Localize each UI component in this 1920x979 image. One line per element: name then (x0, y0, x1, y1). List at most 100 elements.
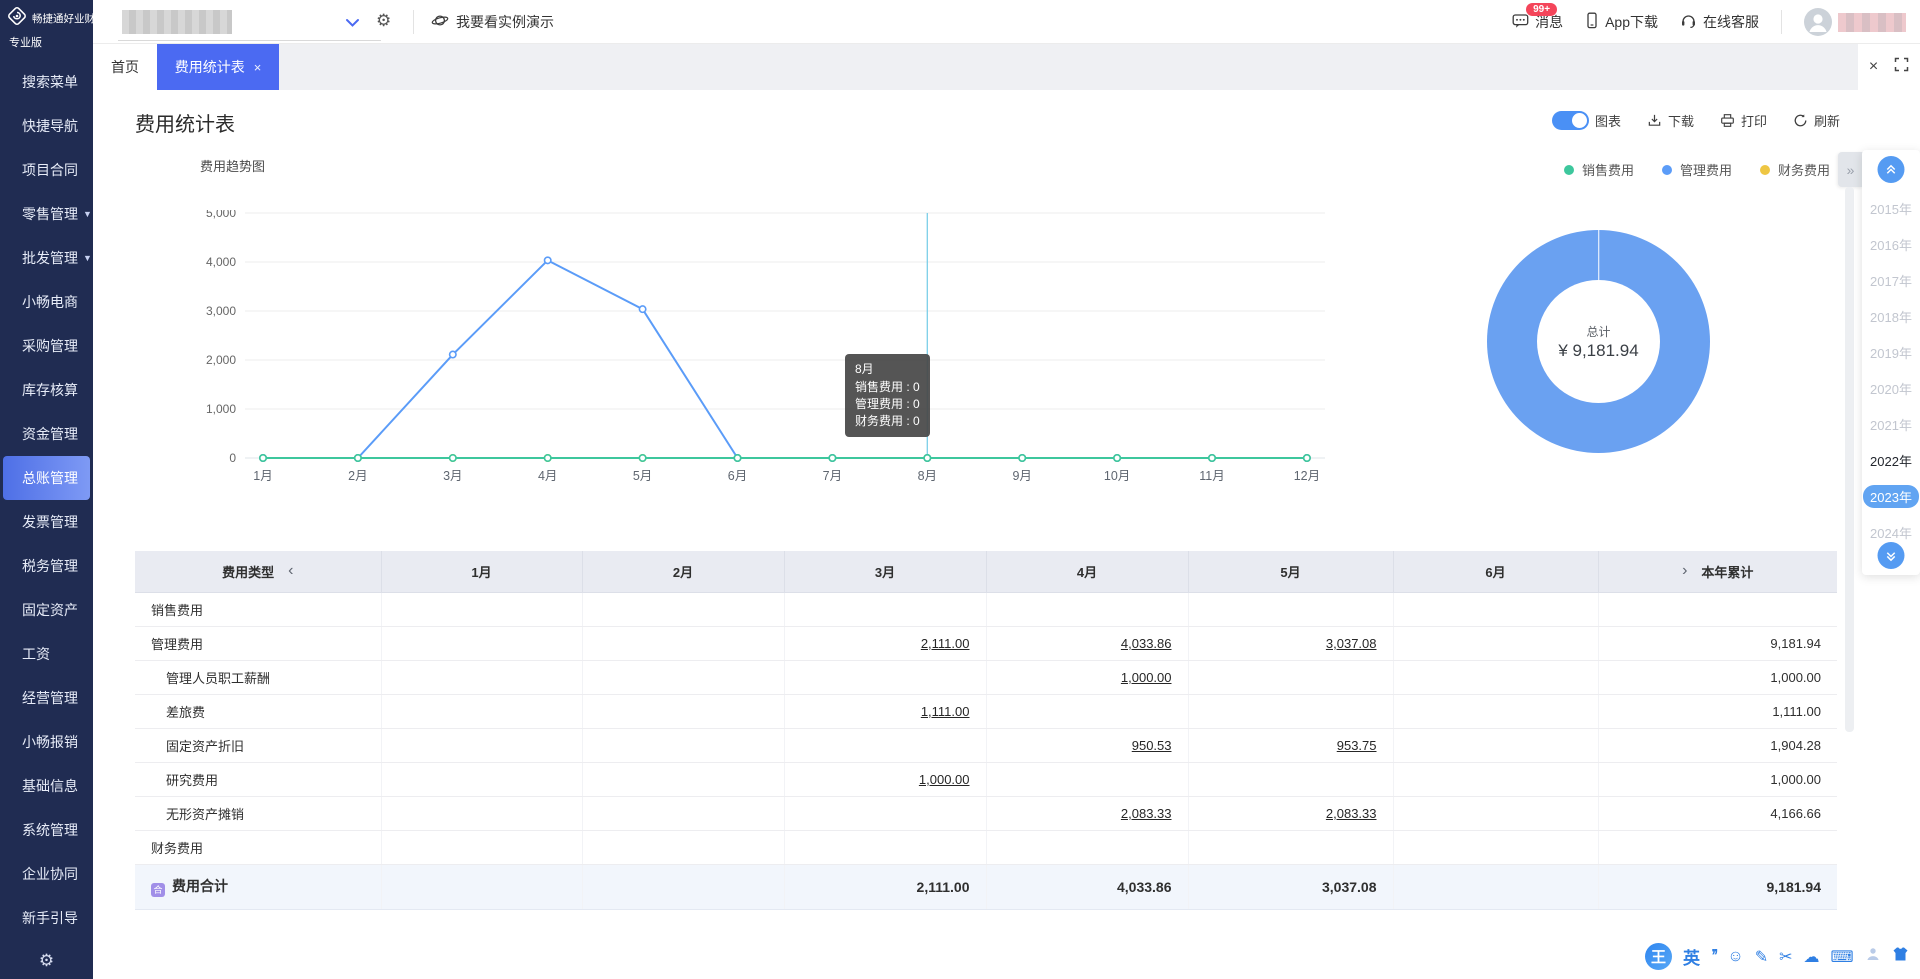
col-expense-type: 费用类型 ‹ (135, 551, 382, 593)
sidebar-item-6[interactable]: 采购管理 (0, 324, 93, 368)
ime-cloud-icon[interactable]: ☁ (1803, 948, 1820, 966)
year-item-2021[interactable]: 2021年 (1862, 406, 1920, 442)
refresh-button[interactable]: 刷新 (1793, 111, 1840, 130)
drill-down-link[interactable]: 2,083.33 (1120, 805, 1172, 821)
year-item-2024[interactable]: 2024年 (1862, 514, 1920, 550)
sidebar-item-13[interactable]: 工资 (0, 632, 93, 676)
messages-button[interactable]: 99+ 消息 (1512, 3, 1563, 32)
sidebar-item-3[interactable]: 零售管理 ▼ (0, 192, 93, 236)
sidebar-item-9[interactable]: 总账管理 (3, 456, 90, 500)
redacted-company-name[interactable] (122, 10, 232, 34)
sidebar-item-5[interactable]: 小畅电商 (0, 280, 93, 324)
drill-down-link[interactable]: 950.53 (1131, 737, 1172, 753)
online-support-label: 在线客服 (1703, 14, 1759, 30)
download-icon (1647, 113, 1662, 128)
online-support-button[interactable]: 在线客服 (1680, 12, 1759, 32)
sidebar-item-19[interactable]: 新手引导 (0, 896, 93, 940)
app-download-button[interactable]: App下载 (1585, 12, 1658, 32)
value-cell (784, 830, 987, 865)
demo-link[interactable]: 我要看实例演示 (431, 12, 554, 32)
table-row: 管理人员职工薪酬 1,000.00 1,000.00 (135, 660, 1837, 695)
headset-icon (1680, 12, 1697, 32)
expense-donut-chart[interactable]: 总计 ¥ 9,181.94 (1487, 230, 1710, 453)
sidebar-item-15[interactable]: 小畅报销 (0, 720, 93, 764)
year-item-2015[interactable]: 2015年 (1862, 190, 1920, 226)
close-all-icon[interactable]: × (1868, 58, 1879, 75)
year-label: 2018年 (1870, 309, 1912, 325)
ime-handwriting-icon[interactable]: ✎ (1754, 948, 1769, 966)
expense-trend-line-chart[interactable]: 0 1,000 2,000 3,000 4,000 5,000 1月 2月 3月 4月 5月 6月 7月… (180, 210, 1330, 492)
sidebar-item-4[interactable]: 批发管理 ▼ (0, 236, 93, 280)
year-item-2019[interactable]: 2019年 (1862, 334, 1920, 370)
ime-language-toggle[interactable]: 英 (1683, 949, 1700, 968)
sidebar-item-12[interactable]: 固定资产 (0, 588, 93, 632)
sidebar-item-14[interactable]: 经营管理 (0, 676, 93, 720)
svg-text:1月: 1月 (253, 469, 272, 483)
print-button[interactable]: 打印 (1720, 111, 1767, 130)
year-item-2020[interactable]: 2020年 (1862, 370, 1920, 406)
header-gear-icon[interactable]: ⚙ (376, 11, 392, 30)
year-item-2022[interactable]: 2022年 (1862, 442, 1920, 478)
sidebar-item-2[interactable]: 项目合同 (0, 148, 93, 192)
drill-down-link[interactable]: 3,037.08 (1325, 635, 1377, 651)
sidebar: 畅捷通好业财 专业版 搜索菜单 快捷导航 项目合同 零售管理 ▼ 批发管理 ▼ 小畅电商 采购管… (0, 0, 95, 979)
drill-down-link[interactable]: 1,111.00 (920, 703, 970, 719)
year-scroll-up-button[interactable] (1877, 156, 1905, 183)
ime-punctuation-icon[interactable]: ’’ (1711, 946, 1718, 966)
year-item-2018[interactable]: 2018年 (1862, 298, 1920, 334)
year-item-2017[interactable]: 2017年 (1862, 262, 1920, 298)
tab-close-icon[interactable]: × (253, 59, 262, 75)
drill-down-link[interactable]: 4,033.86 (1120, 635, 1172, 651)
fullscreen-icon[interactable] (1894, 57, 1909, 77)
sidebar-item-1[interactable]: 快捷导航 (0, 104, 93, 148)
year-item-2023[interactable]: 2023年 (1862, 478, 1920, 514)
tab-expense-report[interactable]: 费用统计表 × (157, 44, 279, 90)
user-profile[interactable] (1804, 8, 1906, 36)
row-label: 合费用合计 (135, 864, 382, 910)
sidebar-item-label: 企业协同 (22, 866, 78, 882)
drill-down-link[interactable]: 2,111.00 (920, 635, 970, 651)
sidebar-item-11[interactable]: 税务管理 (0, 544, 93, 588)
ime-skin-icon[interactable] (1892, 946, 1909, 967)
year-item-2016[interactable]: 2016年 (1862, 226, 1920, 262)
chevron-down-icon[interactable] (345, 15, 360, 33)
ime-logo-icon[interactable]: 王 (1645, 943, 1672, 970)
drill-down-link[interactable]: 1,000.00 (918, 771, 970, 787)
year-scroll-down-button[interactable] (1877, 542, 1905, 569)
brand-block: 畅捷通好业财 专业版 (0, 0, 95, 54)
sidebar-item-16[interactable]: 基础信息 (0, 764, 93, 808)
ime-keyboard-icon[interactable]: ⌨ (1830, 948, 1854, 966)
value-cell (1393, 830, 1599, 865)
sidebar-item-8[interactable]: 资金管理 (0, 412, 93, 456)
ime-emoji-icon[interactable]: ☺ (1727, 947, 1744, 965)
value-cell (986, 830, 1189, 865)
table-row: 销售费用 (135, 592, 1837, 627)
sidebar-settings-gear-icon[interactable]: ⚙ (38, 951, 55, 970)
year-panel-collapse-handle[interactable]: » (1838, 152, 1863, 187)
sidebar-item-18[interactable]: 企业协同 (0, 852, 93, 896)
sidebar-item-0[interactable]: 搜索菜单 (0, 60, 93, 104)
sidebar-item-label: 税务管理 (22, 558, 78, 574)
ime-account-icon[interactable] (1865, 946, 1881, 967)
ytd-total-cell (1598, 592, 1837, 627)
ytd-total-cell: 1,111.00 (1598, 694, 1837, 729)
sidebar-item-7[interactable]: 库存核算 (0, 368, 93, 412)
chart-toggle[interactable]: 图表 (1551, 111, 1621, 130)
sidebar-item-17[interactable]: 系统管理 (0, 808, 93, 852)
search-underline (118, 40, 381, 41)
legend-item-sales[interactable]: 销售费用 (1563, 160, 1634, 179)
tab-home[interactable]: 首页 (93, 44, 157, 90)
tooltip-line: 财务费用 : 0 (855, 414, 920, 428)
ime-clip-icon[interactable]: ✂ (1779, 948, 1793, 966)
drill-down-link[interactable]: 1,000.00 (1120, 669, 1172, 685)
toggle-switch[interactable] (1551, 111, 1589, 130)
next-months-chevron[interactable]: › (1682, 562, 1688, 580)
prev-months-chevron[interactable]: ‹ (288, 562, 294, 580)
legend-item-finance[interactable]: 财务费用 (1759, 160, 1830, 179)
drill-down-link[interactable]: 2,083.33 (1325, 805, 1377, 821)
sidebar-item-10[interactable]: 发票管理 (0, 500, 93, 544)
legend-item-admin[interactable]: 管理费用 (1661, 160, 1732, 179)
drill-down-link[interactable]: 953.75 (1336, 737, 1377, 753)
scrollbar-track[interactable] (1845, 187, 1854, 732)
download-button[interactable]: 下载 (1647, 111, 1694, 130)
